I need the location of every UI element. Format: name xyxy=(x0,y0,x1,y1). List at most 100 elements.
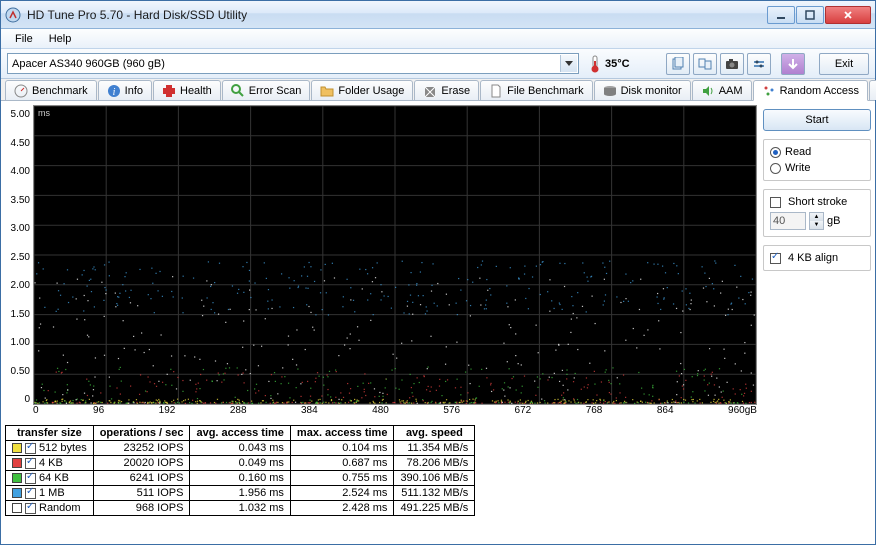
col-max-access: max. access time xyxy=(290,426,394,441)
y-tick: 0.50 xyxy=(11,366,30,377)
maximize-button[interactable] xyxy=(796,6,824,24)
row-checkbox[interactable] xyxy=(25,503,36,514)
row-checkbox[interactable] xyxy=(25,488,36,499)
table-row: Random968 IOPS1.032 ms2.428 ms491.225 MB… xyxy=(6,501,475,516)
window-controls xyxy=(766,6,871,24)
app-icon xyxy=(5,7,21,23)
row-checkbox[interactable] xyxy=(25,458,36,469)
results-table: transfer size operations / sec avg. acce… xyxy=(5,425,757,516)
temperature-value: 35°C xyxy=(605,58,630,70)
transfer-size-cell: 512 bytes xyxy=(6,441,94,456)
max-cell: 2.428 ms xyxy=(290,501,394,516)
tab-health[interactable]: Health xyxy=(153,80,221,100)
ops-cell: 6241 IOPS xyxy=(93,471,190,486)
series-color-box xyxy=(12,503,22,513)
tab-benchmark[interactable]: Benchmark xyxy=(5,80,97,100)
short-stroke-group: Short stroke ▲▼ gB xyxy=(763,189,871,237)
application-window: HD Tune Pro 5.70 - Hard Disk/SSD Utility… xyxy=(0,0,876,545)
short-stroke-check[interactable]: Short stroke xyxy=(770,196,864,208)
exit-label: Exit xyxy=(835,58,853,70)
exit-button[interactable]: Exit xyxy=(819,53,869,75)
side-panel: Start Read Write Short stroke ▲▼ gB 4 KB… xyxy=(763,105,871,540)
speed-cell: 511.132 MB/s xyxy=(394,486,475,501)
max-cell: 0.755 ms xyxy=(290,471,394,486)
series-color-box xyxy=(12,488,22,498)
chart-area: 5.004.504.003.503.002.502.001.501.000.50… xyxy=(5,105,757,540)
dropdown-arrow-icon xyxy=(560,55,577,72)
tab-random-access[interactable]: Random Access xyxy=(753,80,868,101)
radio-read[interactable]: Read xyxy=(770,146,864,158)
file-icon xyxy=(489,84,503,98)
tab-folder-usage[interactable]: Folder Usage xyxy=(311,80,413,100)
x-tick: 384 xyxy=(301,405,318,419)
avg-cell: 1.956 ms xyxy=(190,486,290,501)
transfer-size-cell: 4 KB xyxy=(6,456,94,471)
row-checkbox[interactable] xyxy=(25,443,36,454)
max-cell: 2.524 ms xyxy=(290,486,394,501)
y-tick: 2.50 xyxy=(11,252,30,263)
radio-write[interactable]: Write xyxy=(770,162,864,174)
x-tick: 864 xyxy=(657,405,674,419)
y-unit-label: ms xyxy=(38,108,50,118)
menu-file[interactable]: File xyxy=(7,31,41,47)
sound-icon xyxy=(701,84,715,98)
toolbar-copy-button[interactable] xyxy=(666,53,690,75)
y-tick: 4.50 xyxy=(11,138,30,149)
transfer-size-cell: Random xyxy=(6,501,94,516)
tab-erase[interactable]: Erase xyxy=(414,80,479,100)
short-stroke-input[interactable] xyxy=(770,212,806,230)
y-axis: 5.004.504.003.503.002.502.001.501.000.50… xyxy=(5,105,33,405)
toolbar: Apacer AS340 960GB (960 gB) 35°C Exit xyxy=(1,49,875,79)
toolbar-save-button[interactable] xyxy=(781,53,805,75)
menubar: File Help xyxy=(1,29,875,49)
align-4kb-check[interactable]: 4 KB align xyxy=(770,252,864,264)
toolbar-screenshot-button[interactable] xyxy=(720,53,744,75)
svg-text:i: i xyxy=(112,87,115,98)
ops-cell: 20020 IOPS xyxy=(93,456,190,471)
series-color-box xyxy=(12,443,22,453)
tab-file-benchmark[interactable]: File Benchmark xyxy=(480,80,592,100)
row-checkbox[interactable] xyxy=(25,473,36,484)
start-button[interactable]: Start xyxy=(763,109,871,131)
x-tick: 576 xyxy=(443,405,460,419)
table-row: 64 KB6241 IOPS0.160 ms0.755 ms390.106 MB… xyxy=(6,471,475,486)
titlebar[interactable]: HD Tune Pro 5.70 - Hard Disk/SSD Utility xyxy=(1,1,875,29)
x-tick: 192 xyxy=(159,405,176,419)
spin-buttons[interactable]: ▲▼ xyxy=(809,212,824,230)
x-tick: 672 xyxy=(515,405,532,419)
x-tick: 0 xyxy=(33,405,39,419)
mode-group: Read Write xyxy=(763,139,871,181)
benchmark-icon xyxy=(14,84,28,98)
chart-canvas: ms xyxy=(33,105,757,405)
y-tick: 1.00 xyxy=(11,337,30,348)
toolbar-copy2-button[interactable] xyxy=(693,53,717,75)
col-transfer-size: transfer size xyxy=(6,426,94,441)
tab-error-scan[interactable]: Error Scan xyxy=(222,80,311,100)
content-area: 5.004.504.003.503.002.502.001.501.000.50… xyxy=(1,101,875,544)
toolbar-settings-button[interactable] xyxy=(747,53,771,75)
scatter-plot xyxy=(34,106,756,404)
checkbox xyxy=(770,253,781,264)
minimize-button[interactable] xyxy=(767,6,795,24)
col-avg-access: avg. access time xyxy=(190,426,290,441)
close-button[interactable] xyxy=(825,6,871,24)
tab-disk-monitor[interactable]: Disk monitor xyxy=(594,80,691,100)
avg-cell: 0.049 ms xyxy=(190,456,290,471)
series-color-box xyxy=(12,458,22,468)
menu-help[interactable]: Help xyxy=(41,31,80,47)
y-tick: 5.00 xyxy=(11,109,30,120)
avg-cell: 0.043 ms xyxy=(190,441,290,456)
tab-info[interactable]: iInfo xyxy=(98,80,152,100)
checkbox xyxy=(770,197,781,208)
max-cell: 0.687 ms xyxy=(290,456,394,471)
random-icon xyxy=(762,84,776,98)
info-icon: i xyxy=(107,84,121,98)
table-row: 1 MB511 IOPS1.956 ms2.524 ms511.132 MB/s xyxy=(6,486,475,501)
erase-icon xyxy=(423,84,437,98)
y-tick: 2.00 xyxy=(11,280,30,291)
chart-wrap: 5.004.504.003.503.002.502.001.501.000.50… xyxy=(5,105,757,405)
drive-select[interactable]: Apacer AS340 960GB (960 gB) xyxy=(7,53,579,74)
tab-aam[interactable]: AAM xyxy=(692,80,752,100)
tab-extra-tests[interactable]: Extra tests xyxy=(869,80,876,100)
x-tick: 288 xyxy=(230,405,247,419)
